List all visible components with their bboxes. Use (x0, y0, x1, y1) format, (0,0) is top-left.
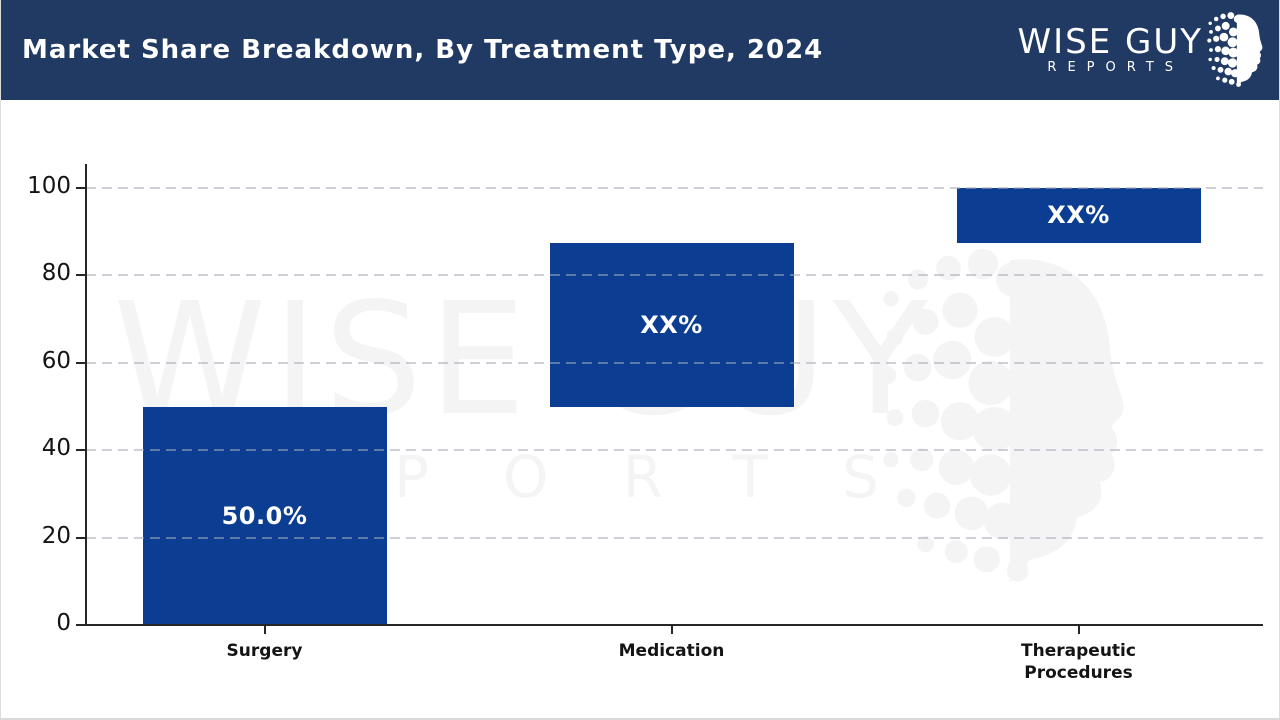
bar-value-label: XX% (1047, 201, 1110, 230)
y-tick-mark (76, 187, 85, 189)
bar-medication: XX% (549, 242, 794, 407)
logo-wordmark: WISE GUY REPORTS (1017, 22, 1203, 75)
y-tick-mark (76, 536, 85, 539)
x-tick-mark (670, 626, 673, 634)
chart-title: Market Share Breakdown, By Treatment Typ… (22, 35, 824, 65)
x-axis-line (85, 624, 1263, 626)
y-gridline (86, 187, 1263, 189)
y-gridline (86, 361, 1263, 364)
header: Market Share Breakdown, By Treatment Typ… (1, 0, 1279, 100)
y-gridline (86, 536, 1263, 539)
logo-wordmark-line1: WISE GUY (1017, 22, 1203, 62)
y-tick-mark (76, 361, 85, 364)
y-tick-label: 40 (41, 435, 71, 462)
chart-area: WISE GUY REPORTS 0 20 40 60 80 100 50.0% Surger… (1, 100, 1280, 718)
x-tick-mark (1077, 626, 1080, 634)
y-gridline (86, 274, 1263, 277)
bar-value-label: 50.0% (221, 501, 308, 530)
y-axis-line (85, 164, 87, 626)
y-tick-mark (76, 449, 85, 452)
x-tick-label: Medication (618, 641, 725, 661)
x-tick-mark (263, 626, 266, 634)
y-tick-label: 20 (41, 522, 71, 549)
wiseguy-logo: WISE GUY REPORTS (1017, 8, 1267, 92)
y-tick-mark (76, 624, 85, 626)
y-tick-mark (76, 274, 85, 277)
x-tick-label: Surgery (226, 641, 303, 661)
y-tick-label: 60 (41, 347, 71, 374)
y-tick-label: 100 (27, 173, 71, 199)
y-tick-label: 0 (56, 610, 71, 636)
x-tick-label: Therapeutic Procedures (1021, 641, 1136, 684)
y-tick-label: 80 (41, 260, 71, 287)
y-gridline (86, 449, 1263, 452)
dotted-head-icon (1207, 12, 1263, 88)
logo-wordmark-line2: REPORTS (1047, 59, 1185, 75)
bar-surgery: 50.0% (142, 406, 387, 625)
bar-therapeutic-procedures: XX% (956, 188, 1201, 243)
bar-value-label: XX% (640, 310, 703, 339)
